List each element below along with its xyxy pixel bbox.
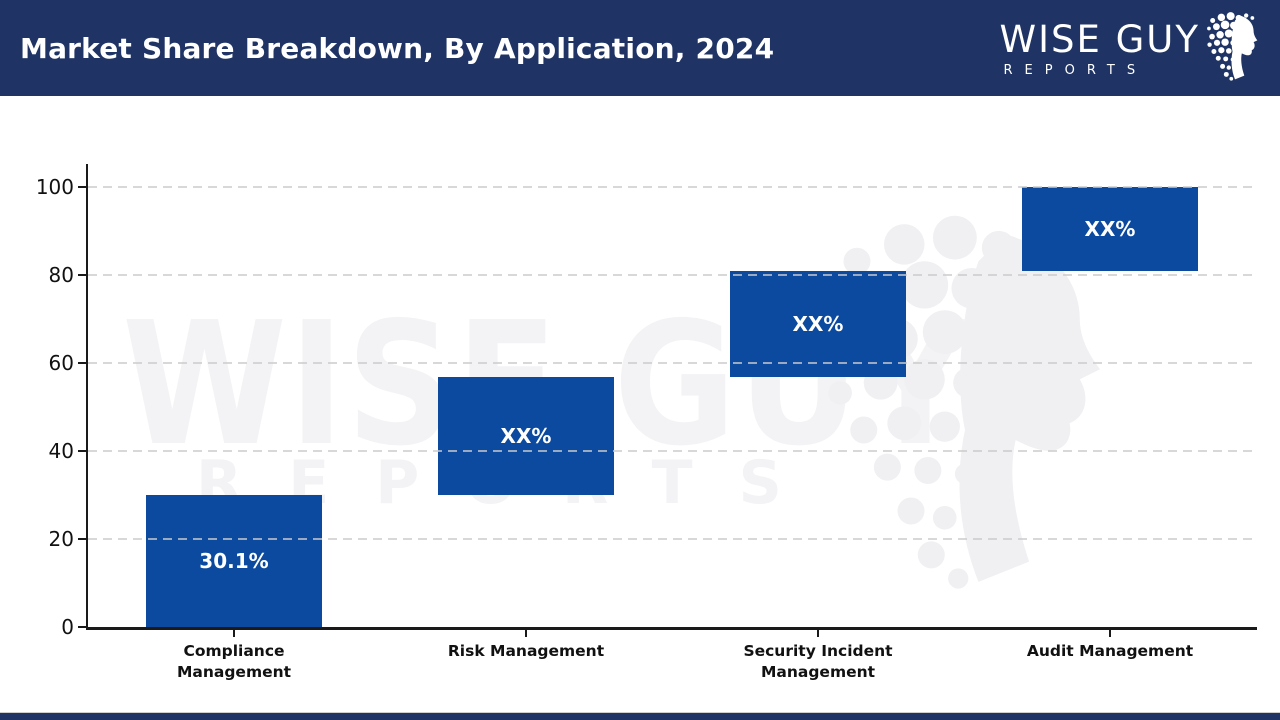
y-tick-100 <box>78 186 86 188</box>
y-tick-20 <box>78 538 86 540</box>
y-tick-80 <box>78 274 86 276</box>
x-tick-3 <box>1109 630 1111 637</box>
bar-3 <box>1022 187 1198 272</box>
y-tick-label: 80 <box>48 263 74 287</box>
x-tick-2 <box>817 630 819 637</box>
logo-text: WISE GUY REPORTS <box>1000 21 1200 77</box>
x-axis <box>86 627 1257 630</box>
footer-bar <box>0 712 1280 720</box>
bar-2 <box>730 271 906 377</box>
chart-area: WISE GUY REPORTS 02040608010030.1%Compli… <box>0 96 1280 713</box>
x-tick-1 <box>525 630 527 637</box>
bar-1 <box>438 376 614 495</box>
gridline-80 <box>88 274 1257 276</box>
y-tick-label: 20 <box>48 527 74 551</box>
y-tick-0 <box>78 626 86 628</box>
category-label-3: Audit Management <box>964 641 1256 662</box>
category-label-0: Compliance Management <box>88 641 380 683</box>
wiseguy-face-icon <box>1204 11 1266 87</box>
x-tick-0 <box>233 630 235 637</box>
y-tick-label: 100 <box>35 175 74 199</box>
y-tick-label: 0 <box>61 615 74 639</box>
wiseguy-logo: WISE GUY REPORTS <box>1000 8 1266 90</box>
category-label-line: Security Incident <box>743 642 893 660</box>
header-bar: Market Share Breakdown, By Application, … <box>0 0 1280 96</box>
gridline-60 <box>88 362 1257 364</box>
category-label-line: Management <box>760 662 876 681</box>
gridline-100 <box>88 186 1257 188</box>
y-tick-label: 40 <box>48 439 74 463</box>
page-title: Market Share Breakdown, By Application, … <box>20 31 775 65</box>
gridline-20 <box>88 538 1257 540</box>
logo-tagline: REPORTS <box>1003 63 1148 78</box>
category-label-1: Risk Management <box>380 641 672 662</box>
category-label-2: Security Incident Management <box>672 641 964 683</box>
y-tick-60 <box>78 362 86 364</box>
y-axis <box>86 164 88 629</box>
category-label-line: Compliance <box>183 642 285 660</box>
bar-0 <box>146 494 322 627</box>
category-label-line: Audit Management <box>1026 642 1194 660</box>
y-tick-label: 60 <box>48 351 74 375</box>
category-label-line: Risk Management <box>447 642 605 660</box>
category-label-line: Management <box>176 662 292 681</box>
y-tick-40 <box>78 450 86 452</box>
gridline-40 <box>88 450 1257 452</box>
logo-wordmark: WISE GUY <box>999 18 1200 61</box>
